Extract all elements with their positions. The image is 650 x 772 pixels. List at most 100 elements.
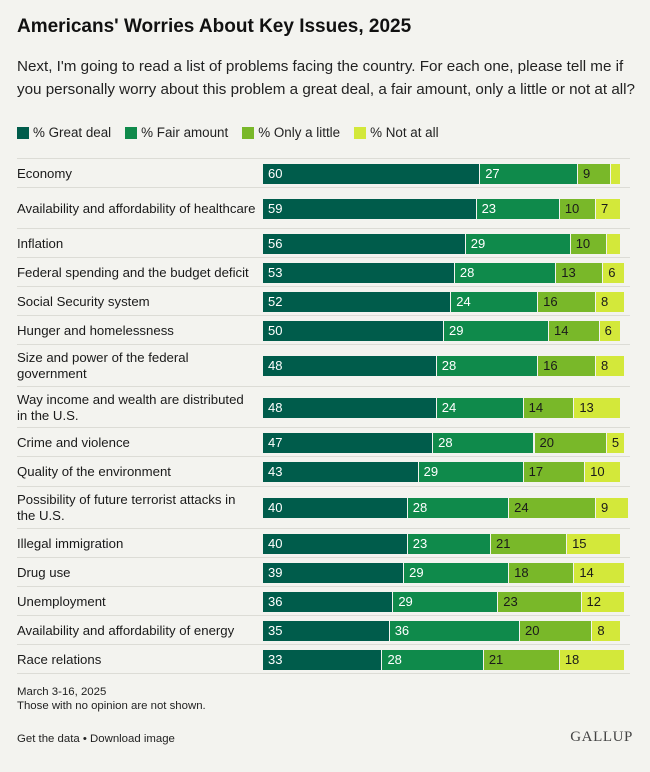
row-divider xyxy=(17,427,630,428)
data-label: 36 xyxy=(268,593,283,609)
data-label: 10 xyxy=(590,464,605,479)
data-label: 28 xyxy=(387,651,402,667)
data-label: 29 xyxy=(398,593,413,609)
bar-segment xyxy=(596,291,625,312)
category-label: Crime and violence xyxy=(17,434,130,450)
data-label: 59 xyxy=(268,200,283,216)
legend-item-fair-amount: % Fair amount xyxy=(125,125,228,140)
data-label: 28 xyxy=(438,434,453,450)
bar-segment xyxy=(263,198,477,219)
data-label: 48 xyxy=(268,358,283,373)
download-image-link[interactable]: Download image xyxy=(90,733,175,745)
bar-segment xyxy=(498,591,582,612)
data-label: 17 xyxy=(528,464,544,479)
data-label: 23 xyxy=(481,200,497,216)
category-label: Inflation xyxy=(17,235,64,251)
row-divider xyxy=(17,257,630,258)
bar-segment xyxy=(382,649,484,670)
bar-segment xyxy=(263,291,452,312)
row-divider xyxy=(17,386,630,387)
data-label: 28 xyxy=(412,500,428,515)
data-label: 18 xyxy=(514,564,529,580)
data-label: 7 xyxy=(601,200,609,216)
data-label: 9 xyxy=(601,500,609,515)
bar-segment xyxy=(483,649,560,670)
legend-label: % Fair amount xyxy=(141,125,229,140)
bar-segment xyxy=(263,397,437,418)
category-label: Federal spending and the budget deficit xyxy=(17,264,249,280)
category-label: Availability and affordability of health… xyxy=(17,200,256,216)
bar-segment xyxy=(263,591,394,612)
bar-segment xyxy=(263,320,444,341)
bar-segment xyxy=(263,356,437,376)
row-divider xyxy=(17,228,630,229)
bar-segment xyxy=(389,620,520,641)
data-label: 14 xyxy=(528,399,544,415)
category-label: Quality of the environment xyxy=(17,464,171,479)
data-label: 28 xyxy=(441,358,457,373)
data-label: 56 xyxy=(268,235,283,251)
data-label: 21 xyxy=(488,651,504,667)
data-label: 27 xyxy=(485,165,500,181)
data-label: 52 xyxy=(268,293,283,309)
link-separator: • xyxy=(79,733,91,745)
category-label: Social Security system xyxy=(17,293,150,309)
footer-links: Get the data • Download image xyxy=(17,733,175,745)
data-label: 20 xyxy=(539,434,554,450)
row-divider xyxy=(17,286,630,287)
bar-segment xyxy=(444,320,549,341)
category-label: Availability and affordability of energy xyxy=(17,622,235,638)
bar-segment xyxy=(606,233,622,254)
bar-segment xyxy=(523,462,586,482)
bar-segment xyxy=(509,562,575,583)
bar-segment xyxy=(534,432,607,453)
data-label: 8 xyxy=(601,358,609,373)
bar-segment xyxy=(596,356,625,376)
row-divider xyxy=(17,456,630,457)
data-label: 13 xyxy=(561,264,576,280)
legend-label: % Only a little xyxy=(258,125,341,140)
bar-segment xyxy=(451,291,539,312)
category-label: Possibility of future terrorist attacks … xyxy=(17,492,236,523)
legend-label: % Great deal xyxy=(33,125,112,140)
category-label: Way income and wealth are distributed in… xyxy=(17,391,244,423)
bar-segment xyxy=(599,320,622,341)
data-label: 40 xyxy=(268,535,283,551)
legend-label: % Not at all xyxy=(370,125,439,140)
data-label: 24 xyxy=(441,399,457,415)
data-label: 23 xyxy=(503,593,518,609)
data-label: 43 xyxy=(268,464,283,479)
bar-segment xyxy=(548,320,600,341)
data-label: 29 xyxy=(449,322,464,338)
bar-segment xyxy=(433,432,535,453)
row-divider xyxy=(17,586,630,587)
bar-segment xyxy=(592,620,622,641)
bar-segment xyxy=(570,233,607,254)
data-label: 24 xyxy=(514,500,529,515)
data-label: 28 xyxy=(459,264,475,280)
data-label: 6 xyxy=(608,264,616,280)
footnote-note: Those with no opinion are not shown. xyxy=(17,700,206,712)
legend-item-great-deal: % Great deal xyxy=(17,125,111,140)
row-divider xyxy=(17,158,630,159)
data-label: 9 xyxy=(582,165,591,181)
bar-segment xyxy=(491,533,568,554)
footnote-date: March 3-16, 2025 xyxy=(17,686,107,698)
data-label: 23 xyxy=(412,535,428,551)
data-label: 60 xyxy=(268,165,283,181)
get-data-link[interactable]: Get the data xyxy=(17,733,80,745)
chart-subtitle: Next, I'm going to read a list of proble… xyxy=(17,58,635,98)
data-label: 15 xyxy=(572,535,587,551)
data-label: 53 xyxy=(268,264,283,280)
bar-segment xyxy=(263,432,434,453)
category-label: Hunger and homelessness xyxy=(17,322,174,338)
bar-segment xyxy=(509,498,597,518)
bar-segment xyxy=(567,533,622,554)
bar-segment xyxy=(603,262,625,283)
row-divider xyxy=(17,344,630,345)
row-divider xyxy=(17,528,630,529)
footnote: March 3-16, 2025 Those with no opinion a… xyxy=(17,685,206,713)
bar-segment xyxy=(263,533,408,554)
data-label: 5 xyxy=(611,434,620,450)
bar-segment xyxy=(263,620,390,641)
